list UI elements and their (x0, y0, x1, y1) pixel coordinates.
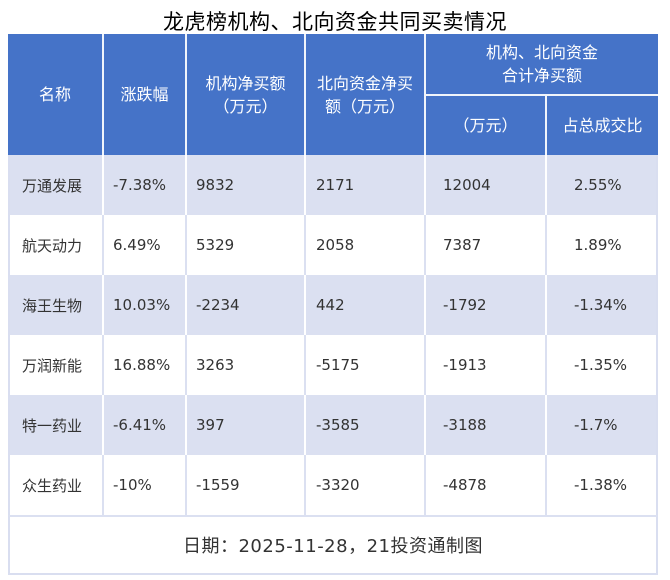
stock-name-cell: 航天动力 (10, 215, 104, 275)
combined-net-buy-cell: -3188 (426, 395, 547, 455)
table-row: 海王生物 10.03% -2234 442 -1792 -1.34% (10, 275, 656, 335)
change-cell: -6.41% (104, 395, 187, 455)
turnover-ratio-cell: -1.34% (574, 296, 628, 314)
combined-net-buy-cell: 7387 (426, 215, 547, 275)
table-row: 万通发展 -7.38% 9832 2171 12004 2.55% (10, 155, 656, 215)
northbound-net-buy-cell: -5175 (306, 335, 426, 395)
turnover-ratio-cell: -1.7% (574, 416, 618, 434)
source-note: 日期：2025-11-28，21投资通制图 (8, 515, 658, 575)
northbound-net-buy-cell: 442 (306, 275, 426, 335)
header-line: 额（万元） (324, 96, 405, 116)
column-header-combined-net-buy: 机构、北向资金 合计净买额 (426, 34, 658, 96)
change-cell: 16.88% (104, 335, 187, 395)
combined-net-buy-cell: 12004 (426, 155, 547, 215)
table-row: 特一药业 -6.41% 397 -3585 -3188 -1.7% (10, 395, 656, 455)
northbound-net-buy-cell: 2058 (306, 215, 426, 275)
change-cell: 10.03% (104, 275, 187, 335)
header-line: 机构净买额 (205, 73, 286, 93)
table-row: 众生药业 -10% -1559 -3320 -4878 -1.38% (10, 455, 656, 515)
change-cell: -7.38% (104, 155, 187, 215)
change-cell: -10% (104, 455, 187, 515)
column-header-name: 名称 (8, 34, 104, 155)
stock-name-cell: 万通发展 (10, 155, 104, 215)
column-header-institution-net-buy: 机构净买额 （万元） (187, 34, 306, 155)
header-line: 合计净买额 (501, 66, 582, 85)
header-line: 机构、北向资金 (485, 43, 598, 62)
institution-net-buy-cell: 5329 (187, 215, 306, 275)
column-header-combined-ratio: 占总成交比 (562, 116, 643, 135)
stock-name-cell: 海王生物 (10, 275, 104, 335)
data-table: 名称 涨跌幅 机构净买额 （万元） 北向资金净买 额（万元） 机构、北向资金 合… (8, 34, 658, 575)
turnover-ratio-cell: 1.89% (574, 236, 622, 254)
combined-net-buy-cell: -1913 (426, 335, 547, 395)
header-line: （万元） (213, 96, 278, 116)
table-row: 航天动力 6.49% 5329 2058 7387 1.89% (10, 215, 656, 275)
header-line: 北向资金净买 (316, 73, 413, 93)
stock-name-cell: 万润新能 (10, 335, 104, 395)
change-cell: 6.49% (104, 215, 187, 275)
institution-net-buy-cell: -2234 (187, 275, 306, 335)
northbound-net-buy-cell: -3320 (306, 455, 426, 515)
turnover-ratio-cell: 2.55% (574, 176, 622, 194)
column-header-change: 涨跌幅 (104, 34, 187, 155)
table-body: 万通发展 -7.38% 9832 2171 12004 2.55% 航天动力 6… (8, 155, 658, 515)
northbound-net-buy-cell: -3585 (306, 395, 426, 455)
institution-net-buy-cell: 3263 (187, 335, 306, 395)
stock-name-cell: 众生药业 (10, 455, 104, 515)
table-header: 名称 涨跌幅 机构净买额 （万元） 北向资金净买 额（万元） 机构、北向资金 合… (8, 34, 658, 155)
table-row: 万润新能 16.88% 3263 -5175 -1913 -1.35% (10, 335, 656, 395)
column-header-northbound-net-buy: 北向资金净买 额（万元） (306, 34, 426, 155)
page-title: 龙虎榜机构、北向资金共同买卖情况 (163, 10, 507, 34)
combined-net-buy-cell: -4878 (426, 455, 547, 515)
stock-name-cell: 特一药业 (10, 395, 104, 455)
turnover-ratio-cell: -1.38% (574, 476, 628, 494)
turnover-ratio-cell: -1.35% (574, 356, 628, 374)
northbound-net-buy-cell: 2171 (306, 155, 426, 215)
combined-net-buy-cell: -1792 (426, 275, 547, 335)
institution-net-buy-cell: 397 (187, 395, 306, 455)
institution-net-buy-cell: -1559 (187, 455, 306, 515)
column-header-combined-amount: （万元） (426, 96, 547, 155)
institution-net-buy-cell: 9832 (187, 155, 306, 215)
